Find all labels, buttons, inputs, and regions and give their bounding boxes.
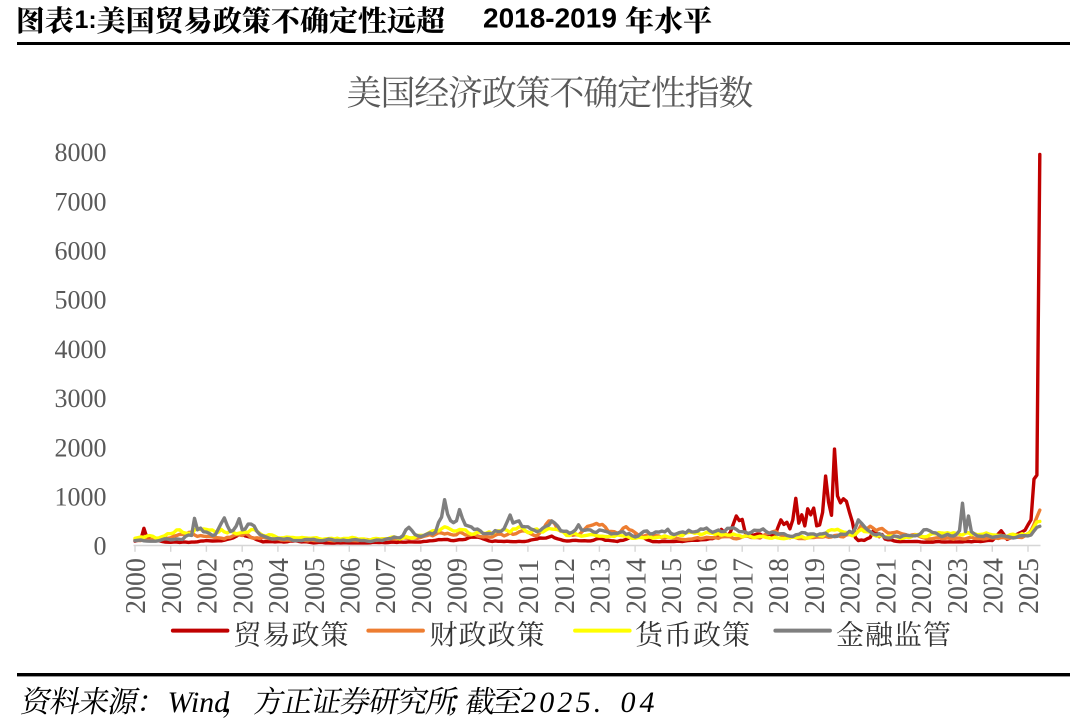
svg-text:2001: 2001 [157, 558, 188, 614]
svg-text:2011: 2011 [514, 559, 545, 614]
svg-text:2007: 2007 [371, 558, 402, 614]
svg-text:2009: 2009 [443, 558, 474, 614]
svg-text:2023: 2023 [943, 558, 974, 614]
svg-text:2008: 2008 [407, 558, 438, 614]
svg-text:2024: 2024 [979, 558, 1010, 614]
svg-text:2012: 2012 [550, 558, 581, 614]
svg-text:2017: 2017 [728, 558, 759, 614]
svg-text:2010: 2010 [478, 558, 509, 614]
svg-text:0: 0 [94, 532, 107, 561]
svg-text:2022: 2022 [907, 558, 938, 614]
svg-text:5000: 5000 [55, 286, 107, 315]
svg-text:2025.: 2025. [521, 686, 605, 719]
svg-text:2006: 2006 [336, 558, 367, 614]
svg-text:2018: 2018 [764, 558, 795, 614]
svg-text:2014: 2014 [621, 558, 652, 614]
svg-text:2005: 2005 [300, 558, 331, 614]
svg-text:6000: 6000 [55, 237, 107, 266]
svg-text:2013: 2013 [586, 558, 617, 614]
svg-text:2025: 2025 [1014, 558, 1045, 614]
svg-text:2000: 2000 [55, 433, 107, 462]
svg-text:2020: 2020 [836, 558, 867, 614]
svg-text:3000: 3000 [55, 384, 107, 413]
svg-text:2021: 2021 [871, 558, 902, 614]
svg-text:4000: 4000 [55, 335, 107, 364]
svg-text:04: 04 [621, 686, 659, 719]
svg-text:Wind: Wind [168, 686, 231, 719]
svg-text:2004: 2004 [264, 558, 295, 614]
svg-text:1000: 1000 [55, 483, 107, 512]
svg-text:2015: 2015 [657, 558, 688, 614]
svg-text:2018-2019: 2018-2019 [483, 3, 617, 34]
svg-text:8000: 8000 [55, 138, 107, 167]
svg-text:7000: 7000 [55, 187, 107, 216]
svg-text:2002: 2002 [193, 558, 224, 614]
svg-text:2003: 2003 [228, 558, 259, 614]
svg-text:2019: 2019 [800, 558, 831, 614]
svg-text:1:: 1: [75, 6, 97, 34]
svg-text:2016: 2016 [693, 558, 724, 614]
svg-text:2000: 2000 [121, 558, 152, 614]
